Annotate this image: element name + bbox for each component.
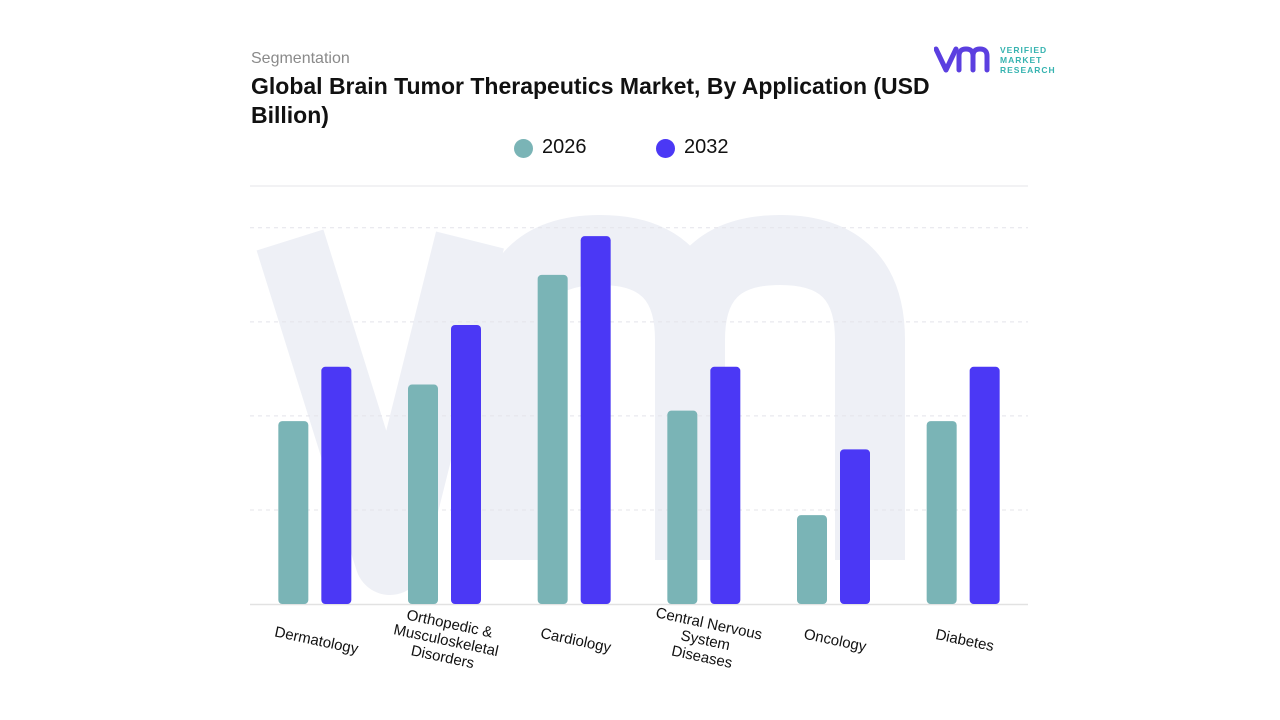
bar-2026-1[interactable]	[408, 384, 438, 604]
chart-gridlines	[250, 185, 1028, 606]
brand-line-2: MARKET	[1000, 55, 1043, 65]
bar-2032-1[interactable]	[451, 324, 481, 604]
legend-swatch-2032	[656, 139, 675, 158]
x-tick-label-line: Cardiology	[539, 625, 613, 657]
x-tick-label-line: Diabetes	[934, 626, 995, 655]
brand-line-1: VERIFIED	[1000, 45, 1048, 55]
legend-label-2032: 2032	[684, 136, 729, 158]
bar-2032-2[interactable]	[580, 236, 611, 604]
x-tick-label-5: Diabetes	[934, 626, 995, 655]
brand-line-3: RESEARCH	[1000, 65, 1056, 75]
x-axis-labels: Dermatology Orthopedic &MusculoskeletalDi…	[273, 604, 995, 677]
chart-title: Global Brain Tumor Therapeutics Market, …	[251, 73, 930, 128]
legend-label-2026: 2026	[542, 136, 587, 158]
x-tick-label-0: Dermatology	[273, 624, 360, 658]
bar-2032-4[interactable]	[840, 449, 870, 604]
bar-2032-3[interactable]	[710, 366, 741, 604]
vmr-watermark-icon	[256, 214, 905, 595]
bar-2032-0[interactable]	[321, 366, 352, 604]
chart-legend: 2026 2032	[0, 136, 1280, 162]
bar-2026-2[interactable]	[537, 274, 568, 604]
bar-2026-5[interactable]	[926, 421, 957, 604]
x-tick-label-2: Cardiology	[539, 625, 613, 657]
bar-2032-5[interactable]	[969, 366, 1000, 604]
bar-2026-4[interactable]	[797, 515, 827, 604]
brand-logo: VERIFIED MARKET RESEARCH	[934, 44, 1064, 76]
bar-2026-0[interactable]	[278, 421, 309, 604]
legend-swatch-2026	[514, 139, 533, 158]
x-tick-label-1: Orthopedic &MusculoskeletalDisorders	[389, 605, 504, 677]
bar-2026-3[interactable]	[667, 410, 698, 604]
x-tick-label-4: Oncology	[802, 626, 868, 656]
vmr-logo-icon	[934, 46, 990, 73]
chart-bars	[278, 236, 1000, 604]
x-tick-label-3: Central NervousSystemDiseases	[647, 604, 764, 676]
chart-eyebrow: Segmentation	[251, 50, 350, 67]
x-tick-label-line: Dermatology	[273, 624, 360, 658]
x-tick-label-line: Oncology	[802, 626, 868, 656]
brand-wordmark: VERIFIED MARKET RESEARCH	[1000, 45, 1056, 75]
